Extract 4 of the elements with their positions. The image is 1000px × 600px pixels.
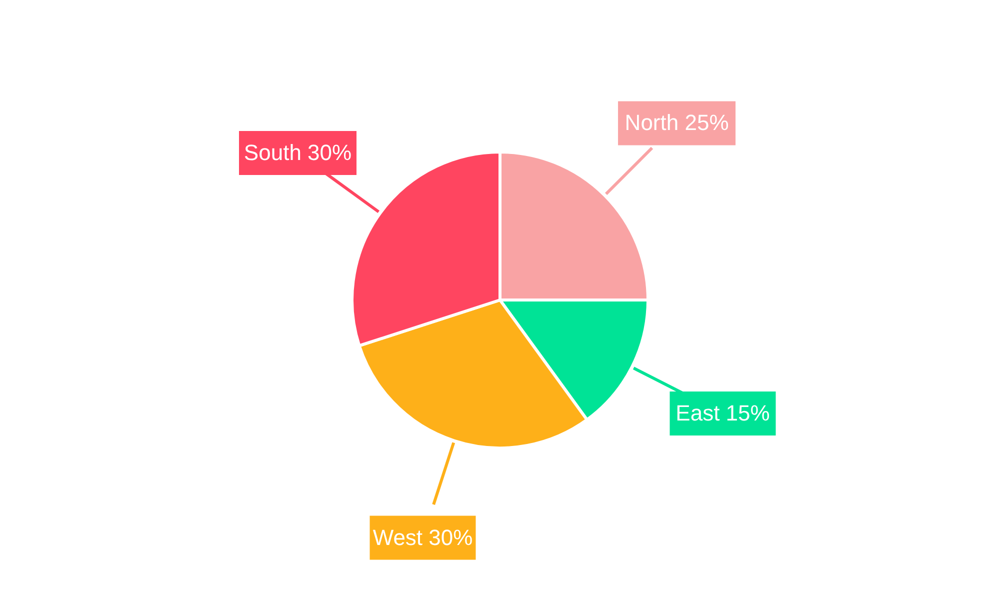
slice-label: North 25% xyxy=(624,110,729,136)
slice-label: South 30% xyxy=(244,140,352,166)
slice-label: West 30% xyxy=(372,524,473,550)
slice-label: East 15% xyxy=(676,400,770,426)
